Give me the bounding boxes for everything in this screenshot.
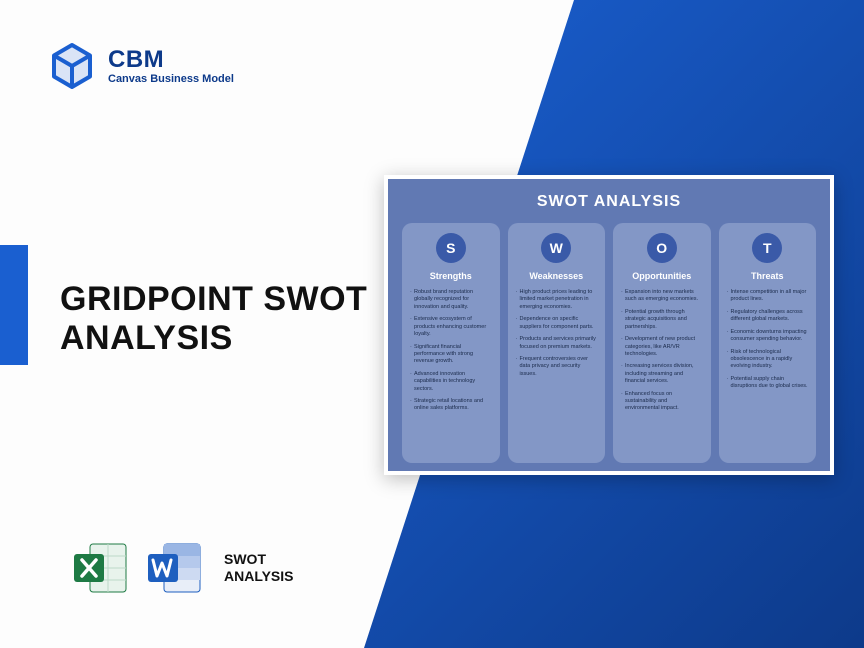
list-item: Enhanced focus on sustainability and env… bbox=[621, 391, 703, 413]
list-item: Intense competition in all major product… bbox=[727, 289, 809, 304]
list-item: Strategic retail locations and online sa… bbox=[410, 398, 492, 413]
list-item: Advanced innovation capabilities in tech… bbox=[410, 371, 492, 393]
swot-col-weaknesses: W Weaknesses High product prices leading… bbox=[508, 223, 606, 463]
list-item: Risk of technological obsolescence in a … bbox=[727, 349, 809, 371]
swot-card: SWOT ANALYSIS S Strengths Robust brand r… bbox=[384, 175, 834, 475]
list-item: Significant financial performance with s… bbox=[410, 344, 492, 366]
swot-letter-s: S bbox=[436, 233, 466, 263]
swot-letter-o: O bbox=[647, 233, 677, 263]
swot-heading-opportunities: Opportunities bbox=[632, 271, 691, 281]
swot-letter-w: W bbox=[541, 233, 571, 263]
swot-items-strengths: Robust brand reputation globally recogni… bbox=[410, 289, 492, 418]
list-item: Dependence on specific suppliers for com… bbox=[516, 316, 598, 331]
word-icon bbox=[144, 538, 204, 598]
download-label-line1: SWOT bbox=[224, 551, 266, 567]
list-item: Expansion into new markets such as emerg… bbox=[621, 289, 703, 304]
swot-heading-threats: Threats bbox=[751, 271, 784, 281]
swot-items-threats: Intense competition in all major product… bbox=[727, 289, 809, 396]
swot-items-opportunities: Expansion into new markets such as emerg… bbox=[621, 289, 703, 418]
list-item: Potential supply chain disruptions due t… bbox=[727, 376, 809, 391]
page-title-line2: ANALYSIS bbox=[60, 319, 233, 357]
swot-heading-strengths: Strengths bbox=[430, 271, 472, 281]
list-item: Development of new product categories, l… bbox=[621, 336, 703, 358]
brand-title: CBM bbox=[108, 47, 234, 73]
list-item: High product prices leading to limited m… bbox=[516, 289, 598, 311]
list-item: Extensive ecosystem of products enhancin… bbox=[410, 316, 492, 338]
download-label: SWOT ANALYSIS bbox=[224, 551, 294, 585]
download-label-line2: ANALYSIS bbox=[224, 568, 294, 584]
swot-card-title: SWOT ANALYSIS bbox=[402, 193, 816, 211]
download-icons-area: SWOT ANALYSIS bbox=[70, 538, 294, 598]
cbm-logo-icon bbox=[48, 42, 96, 90]
swot-letter-t: T bbox=[752, 233, 782, 263]
page-title-line1: GRIDPOINT SWOT bbox=[60, 280, 367, 318]
swot-heading-weaknesses: Weaknesses bbox=[529, 271, 583, 281]
swot-col-opportunities: O Opportunities Expansion into new marke… bbox=[613, 223, 711, 463]
swot-columns: S Strengths Robust brand reputation glob… bbox=[402, 223, 816, 463]
swot-col-strengths: S Strengths Robust brand reputation glob… bbox=[402, 223, 500, 463]
list-item: Increasing services division, including … bbox=[621, 363, 703, 385]
list-item: Robust brand reputation globally recogni… bbox=[410, 289, 492, 311]
list-item: Economic downturns impacting consumer sp… bbox=[727, 329, 809, 344]
list-item: Products and services primarily focused … bbox=[516, 336, 598, 351]
list-item: Frequent controversies over data privacy… bbox=[516, 356, 598, 378]
list-item: Potential growth through strategic acqui… bbox=[621, 309, 703, 331]
swot-items-weaknesses: High product prices leading to limited m… bbox=[516, 289, 598, 383]
left-accent-bar bbox=[0, 245, 28, 365]
brand-logo-area: CBM Canvas Business Model bbox=[48, 42, 234, 90]
page-title: GRIDPOINT SWOT ANALYSIS bbox=[60, 280, 367, 358]
swot-col-threats: T Threats Intense competition in all maj… bbox=[719, 223, 817, 463]
list-item: Regulatory challenges across different g… bbox=[727, 309, 809, 324]
excel-icon bbox=[70, 538, 130, 598]
brand-subtitle: Canvas Business Model bbox=[108, 73, 234, 85]
